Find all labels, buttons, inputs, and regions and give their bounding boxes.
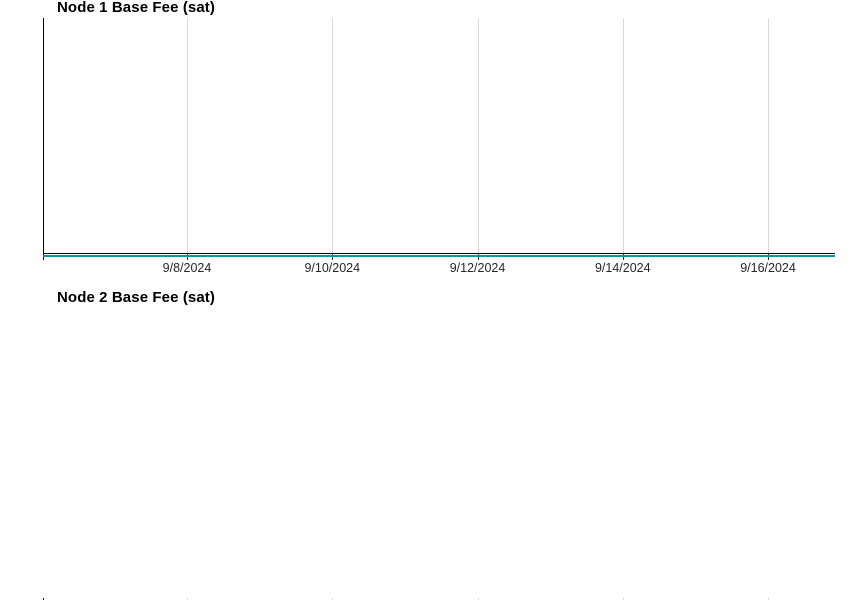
vertical-gridline bbox=[622, 18, 624, 254]
vertical-gridline bbox=[332, 18, 334, 254]
vertical-gridline bbox=[622, 598, 624, 600]
x-tick-label: 9/10/2024 bbox=[304, 261, 361, 275]
x-axis-line bbox=[43, 253, 835, 254]
x-axis-tick bbox=[187, 254, 188, 260]
vertical-gridline bbox=[768, 18, 769, 254]
chart-title-node2: Node 2 Base Fee (sat) bbox=[57, 289, 215, 306]
chart-node2-base-fee: Node 2 Base Fee (sat) 9/8/20249/10/20249… bbox=[0, 289, 860, 600]
vertical-gridline bbox=[768, 598, 769, 600]
y-axis-line bbox=[43, 18, 44, 260]
vertical-gridline bbox=[477, 18, 479, 254]
x-tick-label: 9/14/2024 bbox=[594, 261, 651, 275]
x-axis-tick bbox=[477, 254, 479, 260]
plot-area-node1: 9/8/2024 9/10/2024 9/12/2024 9/14/2024 9/16/… bbox=[43, 18, 835, 275]
y-axis-line bbox=[43, 598, 44, 600]
vertical-gridline bbox=[332, 598, 334, 600]
plot-area-node2: 9/8/20249/10/20249/12/20249/14/20249/16/… bbox=[43, 598, 835, 600]
vertical-gridline bbox=[187, 598, 188, 600]
x-tick-label: 9/8/2024 bbox=[162, 261, 212, 275]
series-line-node-1-base-fee-sat- bbox=[43, 255, 835, 257]
x-axis-tick bbox=[622, 254, 624, 260]
x-tick-label: 9/12/2024 bbox=[449, 261, 506, 275]
x-tick-label: 9/16/2024 bbox=[740, 261, 796, 275]
vertical-gridline bbox=[477, 598, 479, 600]
x-axis-tick bbox=[332, 254, 334, 260]
chart-node1-base-fee: Node 1 Base Fee (sat) 9/8/2024 9/10/2024 9… bbox=[0, 0, 860, 275]
chart-title-node1: Node 1 Base Fee (sat) bbox=[57, 0, 215, 16]
vertical-gridline bbox=[187, 18, 188, 254]
x-axis-tick bbox=[768, 254, 769, 260]
